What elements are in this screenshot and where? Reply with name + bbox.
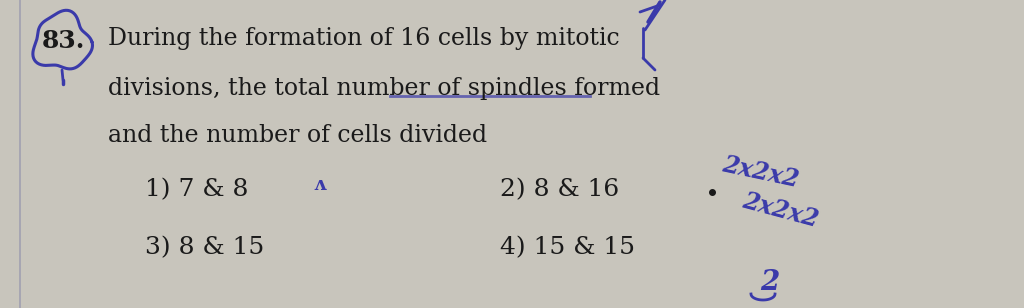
- Text: 2: 2: [760, 269, 779, 295]
- Text: 2x2x2: 2x2x2: [720, 152, 801, 192]
- Text: 3) 8 & 15: 3) 8 & 15: [145, 237, 264, 260]
- Text: 2x2x2: 2x2x2: [740, 188, 821, 232]
- Text: ʌ: ʌ: [313, 176, 327, 194]
- Text: 4) 15 & 15: 4) 15 & 15: [500, 237, 635, 260]
- Text: 2) 8 & 16: 2) 8 & 16: [500, 179, 620, 201]
- Text: During the formation of 16 cells by mitotic: During the formation of 16 cells by mito…: [108, 26, 620, 50]
- Text: 83.: 83.: [41, 29, 85, 53]
- Text: and the number of cells divided: and the number of cells divided: [108, 124, 487, 147]
- Text: divisions, the total number of spindles formed: divisions, the total number of spindles …: [108, 76, 660, 99]
- Text: 1) 7 & 8: 1) 7 & 8: [145, 179, 249, 201]
